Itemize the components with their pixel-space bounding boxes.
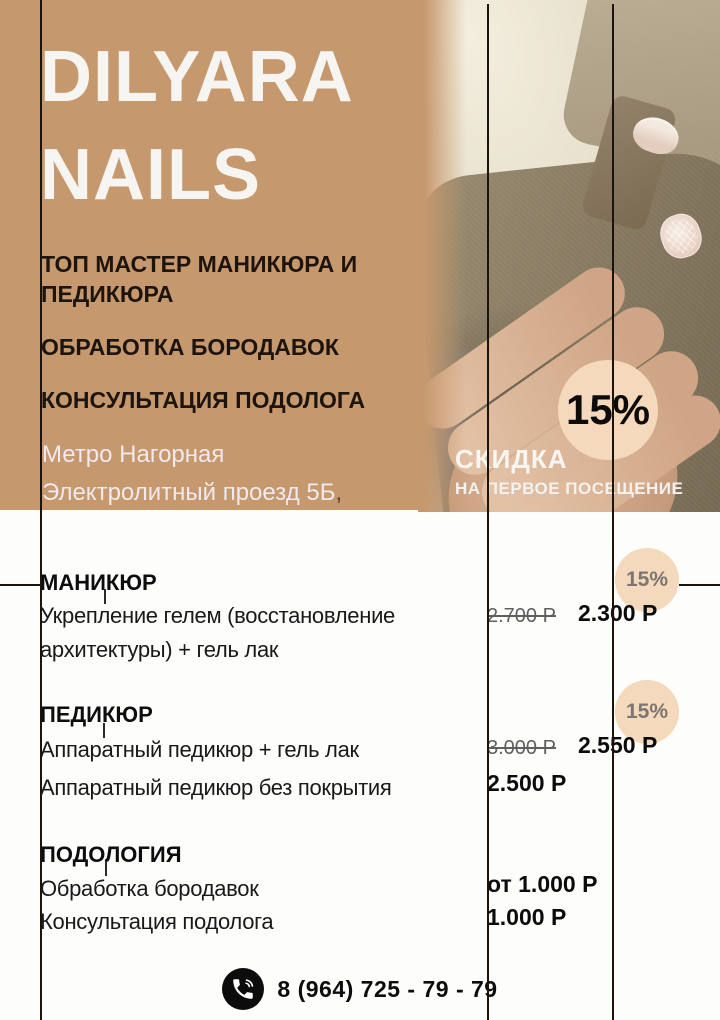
- fold-line-horizontal-right: [679, 584, 720, 586]
- badge-percent: 15%: [625, 568, 669, 591]
- section-heading-manicure: МАНИКЮР: [40, 570, 157, 595]
- brand-title-line1: DILYARA: [40, 37, 354, 117]
- text-cursor-artifact: [103, 723, 105, 738]
- phone-row[interactable]: 8 (964) 725 - 79 - 79: [0, 968, 720, 1010]
- section-heading-podology: ПОДОЛОГИЯ: [40, 842, 182, 867]
- tagline-master: ТОП МАСТЕР МАНИКЮРА И ПЕДИКЮРА: [41, 251, 358, 307]
- price: 2.550 Р: [578, 732, 658, 758]
- service-name: Обработка бородавок: [40, 876, 259, 901]
- discount-percent: 15%: [565, 386, 651, 433]
- price: 2.300 Р: [578, 600, 658, 626]
- fold-line-horizontal-left: [0, 584, 41, 586]
- text-cursor-artifact: [105, 861, 107, 876]
- discount-subtitle: НА ПЕРВОЕ ПОСЕЩЕНИЕ: [455, 479, 684, 498]
- fold-line-vertical-left: [40, 0, 42, 1020]
- fold-line-vertical-right: [612, 4, 614, 1020]
- address-block: Метро Нагорная Электролитный проезд 5Б,: [42, 436, 342, 512]
- discount-badge-manicure: 15%: [615, 548, 679, 612]
- badge-percent: 15%: [625, 700, 669, 723]
- old-price: 2.700 Р: [487, 605, 556, 627]
- address-street: Электролитный проезд 5Б,: [42, 479, 343, 506]
- photo-left-fade: [418, 0, 466, 512]
- brand-title-line2: NAILS: [40, 135, 261, 215]
- phone-icon: [222, 968, 265, 1010]
- service-name: Укрепление гелем (восстановление архитек…: [40, 603, 395, 662]
- discount-badge-pedicure: 15%: [615, 680, 679, 744]
- fold-line-vertical-middle: [487, 4, 489, 1020]
- discount-title: СКИДКА: [455, 444, 568, 474]
- phone-number[interactable]: 8 (964) 725 - 79 - 79: [277, 975, 498, 1002]
- old-price: 3.000 Р: [487, 737, 556, 759]
- price: от 1.000 Р: [487, 871, 598, 897]
- tagline-podologist: КОНСУЛЬТАЦИЯ ПОДОЛОГА: [41, 387, 366, 413]
- price: 2.500 Р: [487, 770, 567, 796]
- address-comma: ,: [335, 479, 343, 506]
- address-metro: Метро Нагорная: [42, 441, 225, 468]
- service-name: Аппаратный педикюр без покрытия: [40, 775, 392, 800]
- service-name: Консультация подолога: [40, 909, 274, 934]
- price: 1.000 Р: [487, 904, 567, 930]
- text-cursor-artifact: [104, 589, 106, 604]
- brand-title: DILYARA NAILS: [40, 28, 354, 224]
- hero-taglines: ТОП МАСТЕР МАНИКЮРА И ПЕДИКЮРА ОБРАБОТКА…: [41, 249, 436, 427]
- tagline-warts: ОБРАБОТКА БОРОДАВОК: [41, 334, 339, 360]
- service-name: Аппаратный педикюр + гель лак: [40, 737, 359, 762]
- section-heading-pedicure: ПЕДИКЮР: [40, 702, 153, 727]
- discount-badge-large: 15%: [558, 360, 658, 460]
